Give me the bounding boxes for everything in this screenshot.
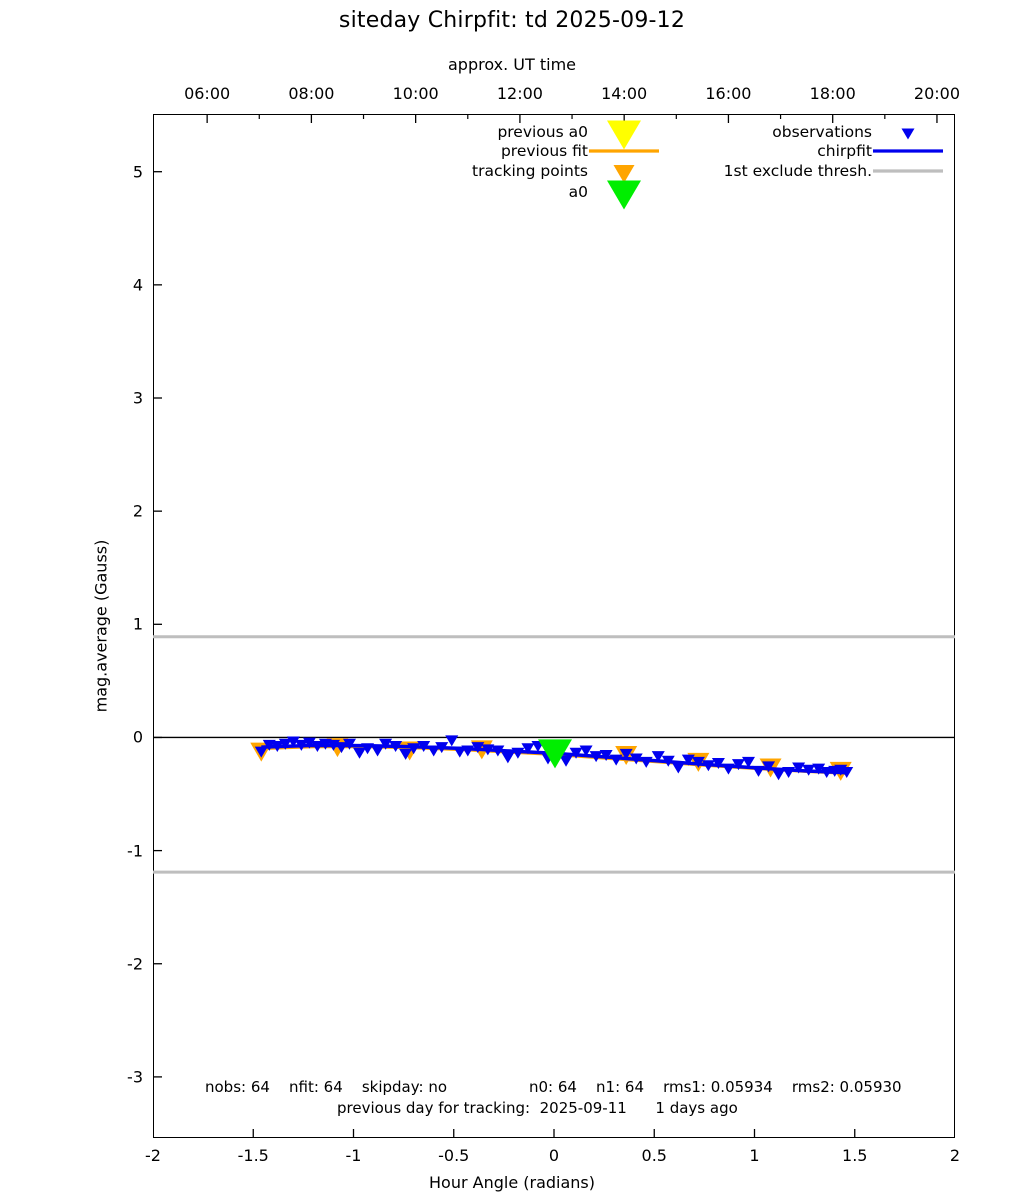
x-tick-label: 2 bbox=[949, 1146, 961, 1165]
x-tick-label: -1 bbox=[345, 1146, 362, 1165]
y-tick-label: -1 bbox=[127, 841, 143, 861]
legend-label-right-1: chirpfit bbox=[817, 142, 872, 160]
x-tick-label: -2 bbox=[145, 1146, 161, 1165]
y-tick-label: 2 bbox=[132, 501, 143, 521]
x-tick-label: 1.5 bbox=[842, 1146, 868, 1165]
plot-area bbox=[153, 114, 955, 1138]
y-tick-label: 0 bbox=[132, 727, 143, 747]
stats-line1-right: n0: 64 n1: 64 rms1: 0.05934 rms2: 0.0593… bbox=[529, 1078, 902, 1096]
legend-label-right-2: 1st exclude thresh. bbox=[723, 162, 872, 180]
top-tick-label: 12:00 bbox=[496, 84, 543, 103]
x-tick-label: -1.5 bbox=[237, 1146, 269, 1165]
y-tick-label: -3 bbox=[127, 1067, 143, 1087]
legend-label-0: previous a0 bbox=[497, 123, 588, 141]
y-tick-label: 3 bbox=[132, 388, 143, 408]
page-title: siteday Chirpfit: td 2025-09-12 bbox=[338, 8, 686, 33]
legend-label-1: previous fit bbox=[500, 142, 588, 160]
legend-label-3: a0 bbox=[568, 183, 588, 201]
top-tick-label: 14:00 bbox=[601, 84, 648, 103]
x-tick-label: 0 bbox=[548, 1146, 560, 1165]
stats-line2: previous day for tracking: 2025-09-11 1 … bbox=[337, 1099, 738, 1117]
y-tick-label: 5 bbox=[132, 162, 143, 182]
top-tick-label: 18:00 bbox=[809, 84, 856, 103]
legend-label-right-0: observations bbox=[772, 123, 872, 141]
top-tick-label: 06:00 bbox=[184, 84, 231, 103]
y-tick-label: -2 bbox=[127, 954, 143, 974]
x-axis-label: Hour Angle (radians) bbox=[429, 1173, 595, 1192]
x-tick-label: -0.5 bbox=[438, 1146, 470, 1165]
top-tick-label: 10:00 bbox=[392, 84, 439, 103]
x-tick-label: 1 bbox=[749, 1146, 760, 1165]
top-tick-label: 16:00 bbox=[705, 84, 752, 103]
x-tick-label: 0.5 bbox=[641, 1146, 667, 1165]
top-axis-label: approx. UT time bbox=[448, 55, 576, 74]
top-tick-label: 08:00 bbox=[288, 84, 335, 103]
legend-label-2: tracking points bbox=[472, 162, 588, 180]
stats-line1-left: nobs: 64 nfit: 64 skipday: no bbox=[205, 1078, 448, 1096]
y-tick-label: 1 bbox=[132, 614, 143, 634]
y-tick-label: 4 bbox=[132, 275, 143, 295]
top-tick-label: 20:00 bbox=[913, 84, 961, 103]
